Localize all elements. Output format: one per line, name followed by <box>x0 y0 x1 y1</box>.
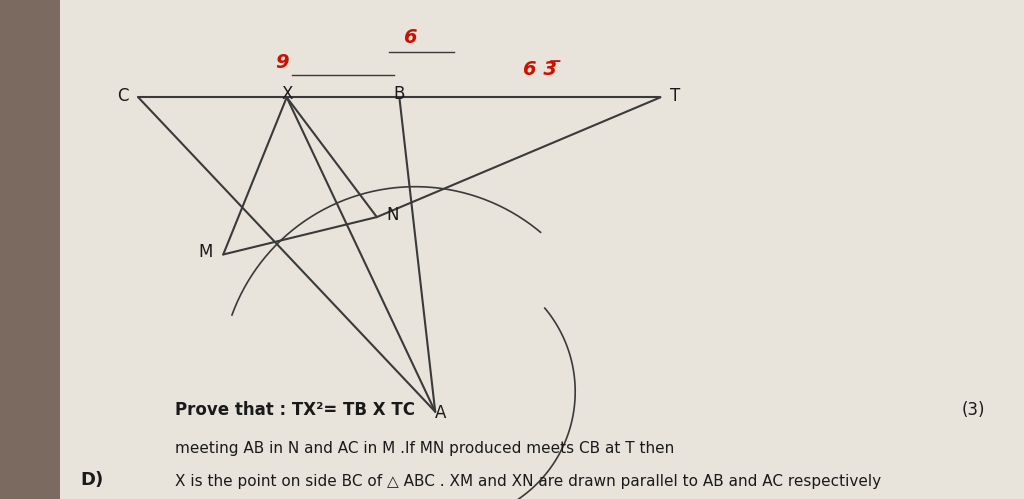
Text: X: X <box>281 85 293 103</box>
Text: M: M <box>199 244 213 261</box>
Text: B: B <box>393 85 406 103</box>
Text: D): D) <box>80 471 103 489</box>
FancyBboxPatch shape <box>0 0 60 499</box>
Text: meeting AB in N and AC in M .If MN produced meets CB at T then: meeting AB in N and AC in M .If MN produ… <box>175 441 674 456</box>
Text: A: A <box>434 404 445 422</box>
Text: C: C <box>117 87 128 105</box>
Text: Prove that : TX²= TB X TC: Prove that : TX²= TB X TC <box>175 401 415 419</box>
Text: T: T <box>671 87 681 105</box>
Text: N: N <box>387 206 399 224</box>
FancyBboxPatch shape <box>55 0 1024 499</box>
Text: 6 3̅: 6 3̅ <box>523 60 557 79</box>
Text: X is the point on side BC of △ ABC . XM and XN are drawn parallel to AB and AC r: X is the point on side BC of △ ABC . XM … <box>175 474 881 489</box>
Text: (3): (3) <box>962 401 985 419</box>
Text: 6: 6 <box>402 28 416 47</box>
Text: 9: 9 <box>274 53 289 72</box>
